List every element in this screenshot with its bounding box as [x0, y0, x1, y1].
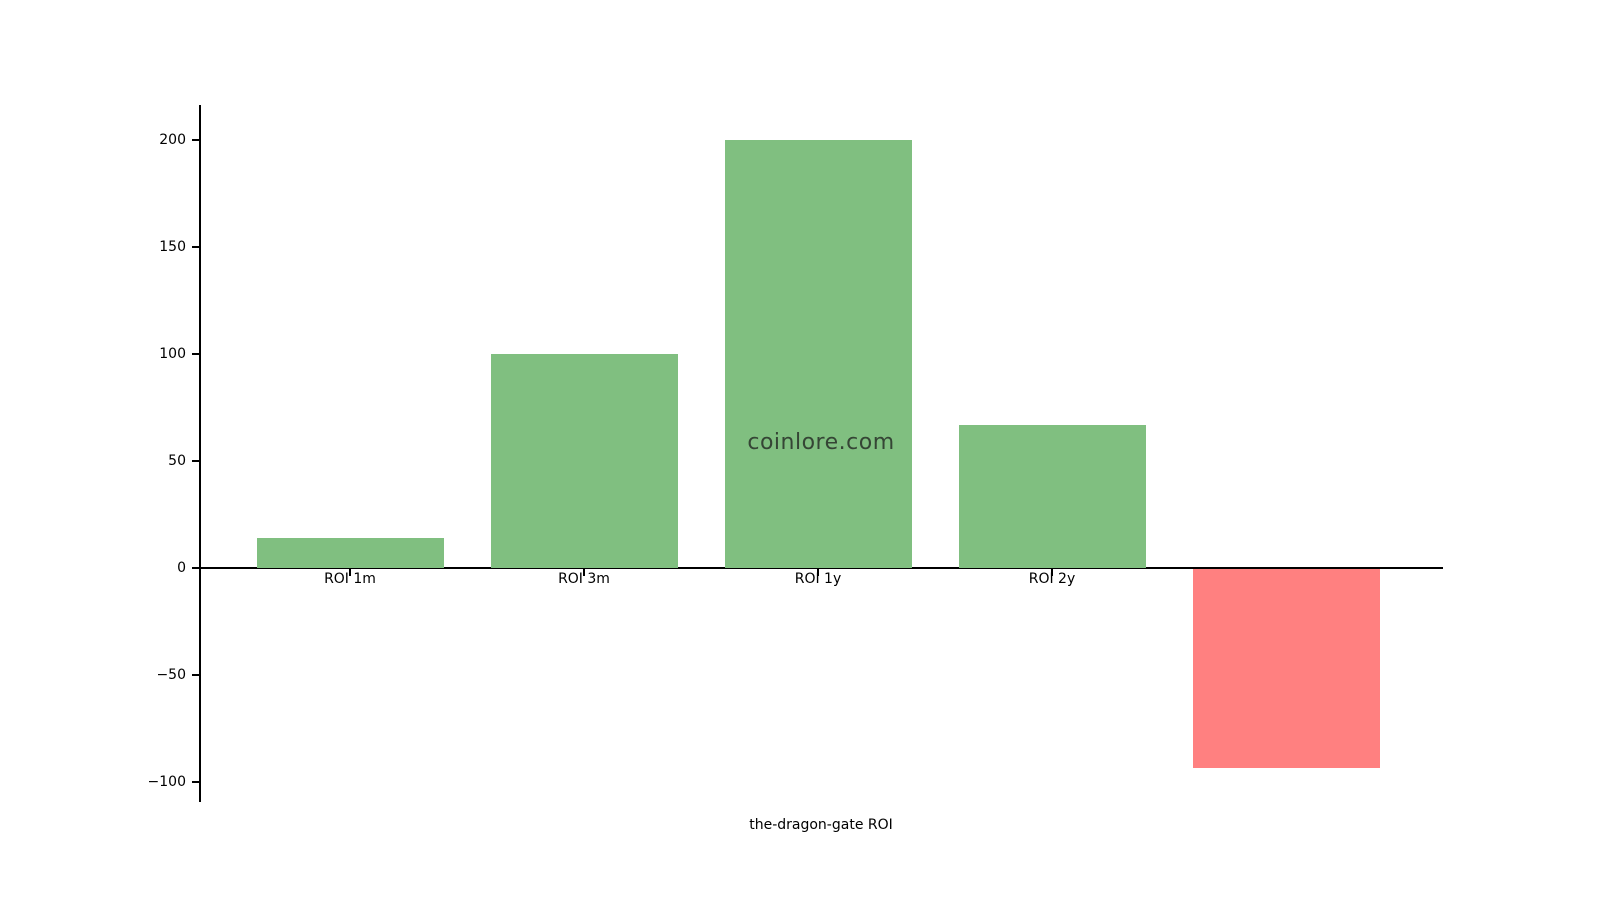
x-tick-label: ROI 1y [794, 571, 842, 587]
bar-roi-1m [256, 538, 444, 568]
y-tick-label: 0 [177, 560, 186, 576]
x-tick-label: ROI 2y [1028, 571, 1076, 587]
bar-unlabeled [1192, 569, 1380, 769]
bar-roi-2y [958, 424, 1146, 568]
bar-roi-1y [724, 140, 912, 568]
y-tick-label: −50 [156, 667, 186, 683]
x-axis-line [199, 567, 1443, 569]
y-tick-mark [192, 353, 199, 355]
x-tick-label: ROI 1m [324, 571, 376, 587]
y-tick-mark [192, 139, 199, 141]
x-tick-mark [583, 568, 585, 576]
y-tick-label: 100 [159, 346, 186, 362]
y-axis-line [199, 105, 201, 802]
y-tick-mark [192, 567, 199, 569]
x-tick-mark [1051, 568, 1053, 576]
y-tick-mark [192, 674, 199, 676]
y-tick-mark [192, 460, 199, 462]
bar-roi-3m [490, 354, 678, 568]
y-tick-mark [192, 781, 199, 783]
watermark: coinlore.com [747, 430, 895, 455]
y-tick-label: 50 [168, 453, 186, 469]
y-tick-label: 150 [159, 239, 186, 255]
y-tick-label: 200 [159, 132, 186, 148]
chart-title: the-dragon-gate ROI [749, 817, 893, 833]
x-tick-mark [817, 568, 819, 576]
y-tick-mark [192, 246, 199, 248]
x-tick-label: ROI 3m [558, 571, 610, 587]
x-tick-mark [349, 568, 351, 576]
y-tick-label: −100 [147, 774, 186, 790]
